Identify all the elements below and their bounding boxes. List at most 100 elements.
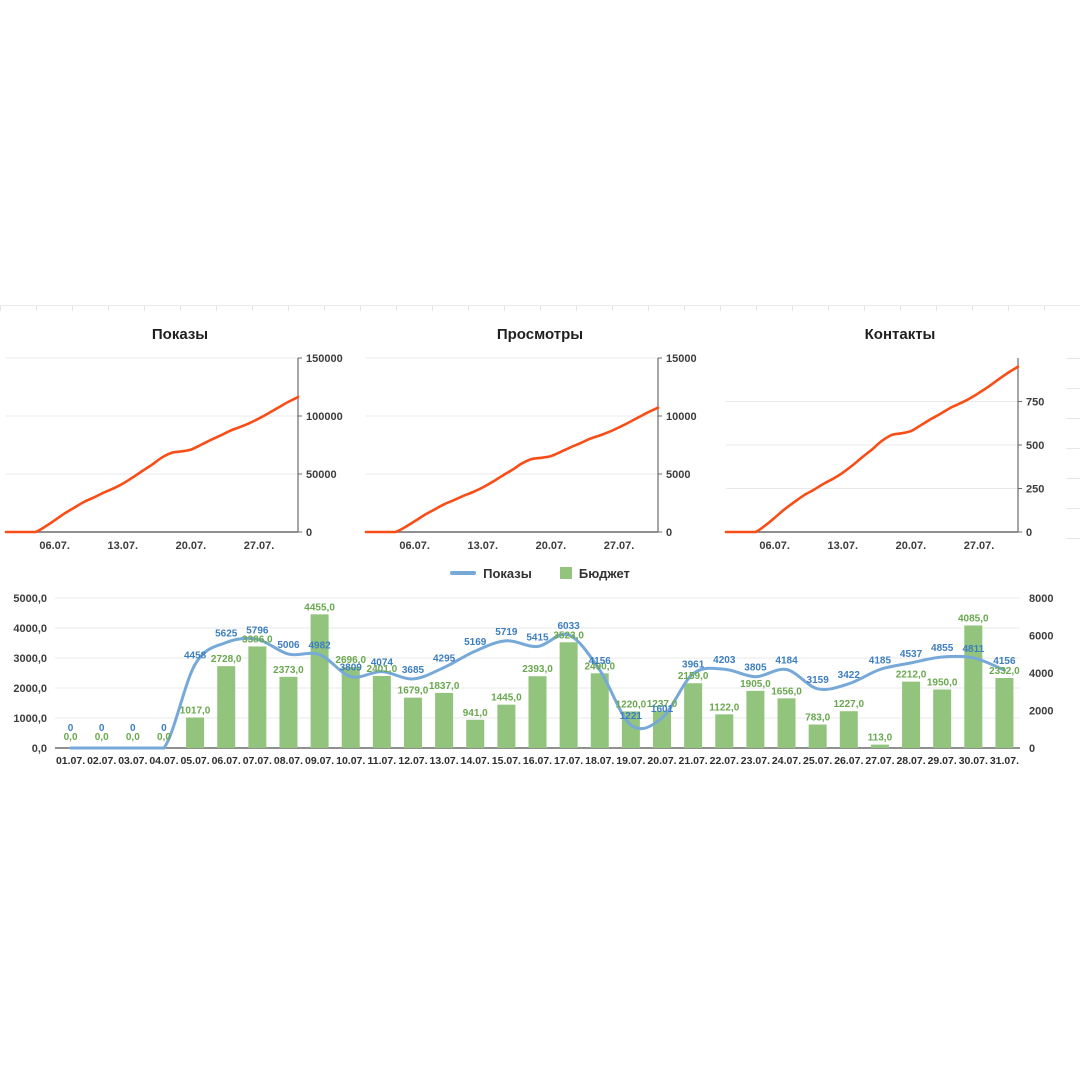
svg-text:4085,0: 4085,0 bbox=[958, 613, 989, 624]
svg-text:20.07.: 20.07. bbox=[176, 540, 207, 552]
svg-text:1905,0: 1905,0 bbox=[740, 679, 771, 690]
svg-text:4156: 4156 bbox=[993, 656, 1016, 667]
svg-text:13.07.: 13.07. bbox=[430, 755, 459, 767]
svg-text:13.07.: 13.07. bbox=[108, 540, 139, 552]
svg-text:19.07.: 19.07. bbox=[616, 755, 645, 767]
svg-text:07.07.: 07.07. bbox=[243, 755, 272, 767]
svg-text:15.07.: 15.07. bbox=[492, 755, 521, 767]
bar-series-marker-icon bbox=[559, 567, 572, 579]
svg-text:0: 0 bbox=[130, 723, 136, 734]
svg-text:3685: 3685 bbox=[402, 665, 425, 676]
svg-text:4156: 4156 bbox=[589, 656, 612, 667]
svg-text:05.07.: 05.07. bbox=[180, 755, 209, 767]
svg-text:27.07.: 27.07. bbox=[865, 755, 894, 767]
svg-text:13.07.: 13.07. bbox=[828, 540, 859, 552]
svg-text:0,0: 0,0 bbox=[32, 743, 47, 755]
svg-text:4537: 4537 bbox=[900, 649, 923, 660]
svg-text:24.07.: 24.07. bbox=[772, 755, 801, 767]
svg-text:5169: 5169 bbox=[464, 637, 487, 648]
svg-text:2212,0: 2212,0 bbox=[896, 670, 927, 681]
svg-text:2393,0: 2393,0 bbox=[522, 664, 553, 675]
svg-text:27.07.: 27.07. bbox=[604, 540, 635, 552]
daily-combo-chart: Показы Бюджет 0,0 1000,0 2000,0 3000,0 4000,… bbox=[0, 558, 1080, 778]
svg-text:1122,0: 1122,0 bbox=[709, 702, 739, 713]
svg-text:0: 0 bbox=[1029, 743, 1035, 755]
svg-text:0,0: 0,0 bbox=[95, 732, 109, 743]
svg-text:17.07.: 17.07. bbox=[554, 755, 583, 767]
svg-text:3159: 3159 bbox=[807, 675, 830, 686]
svg-text:5796: 5796 bbox=[246, 625, 269, 636]
svg-text:8000: 8000 bbox=[1029, 593, 1053, 605]
svg-text:20.07.: 20.07. bbox=[647, 755, 676, 767]
svg-text:113,0: 113,0 bbox=[868, 733, 893, 744]
svg-text:6000: 6000 bbox=[1029, 631, 1053, 643]
svg-text:0: 0 bbox=[306, 527, 312, 539]
svg-text:783,0: 783,0 bbox=[805, 713, 830, 724]
svg-text:20.07.: 20.07. bbox=[536, 540, 567, 552]
svg-text:06.07.: 06.07. bbox=[39, 540, 70, 552]
svg-text:5625: 5625 bbox=[215, 629, 238, 640]
svg-text:5000,0: 5000,0 bbox=[13, 593, 47, 605]
svg-text:3961: 3961 bbox=[682, 660, 705, 671]
summary-charts-row: Показы 0 50000 100000 150000 06.07. 13.07. 20.… bbox=[0, 322, 1080, 562]
svg-text:1601: 1601 bbox=[651, 704, 674, 715]
svg-text:28.07.: 28.07. bbox=[896, 755, 925, 767]
svg-text:1679,0: 1679,0 bbox=[398, 686, 429, 697]
chart-views-canvas: 0 5000 10000 15000 06.07. 13.07. 20.07. 27.07. bbox=[364, 353, 697, 552]
svg-text:1837,0: 1837,0 bbox=[429, 681, 460, 692]
svg-text:1227,0: 1227,0 bbox=[833, 699, 864, 710]
svg-text:4000,0: 4000,0 bbox=[13, 623, 47, 635]
svg-text:0: 0 bbox=[1026, 527, 1032, 539]
svg-text:09.07.: 09.07. bbox=[305, 755, 334, 767]
svg-text:4074: 4074 bbox=[371, 658, 394, 669]
svg-text:02.07.: 02.07. bbox=[87, 755, 116, 767]
svg-text:22.07.: 22.07. bbox=[710, 755, 739, 767]
svg-text:2000,0: 2000,0 bbox=[13, 683, 47, 695]
chart-impressions: Показы 0 50000 100000 150000 06.07. 13.07. 20.… bbox=[0, 322, 360, 562]
svg-text:23.07.: 23.07. bbox=[741, 755, 770, 767]
svg-text:13.07.: 13.07. bbox=[468, 540, 499, 552]
svg-text:3523,0: 3523,0 bbox=[553, 630, 584, 641]
svg-text:3386,0: 3386,0 bbox=[242, 634, 273, 645]
svg-text:31.07.: 31.07. bbox=[990, 755, 1019, 767]
svg-text:1000,0: 1000,0 bbox=[13, 713, 47, 725]
svg-text:25.07.: 25.07. bbox=[803, 755, 832, 767]
svg-text:5719: 5719 bbox=[495, 627, 518, 638]
legend-label-budget: Бюджет bbox=[578, 565, 630, 581]
svg-text:10000: 10000 bbox=[666, 411, 697, 423]
legend-label-impressions: Показы bbox=[483, 565, 532, 581]
svg-text:4185: 4185 bbox=[869, 656, 892, 667]
svg-text:1017,0: 1017,0 bbox=[180, 705, 211, 716]
svg-text:4295: 4295 bbox=[433, 653, 456, 664]
svg-text:50000: 50000 bbox=[306, 469, 337, 481]
svg-text:3000,0: 3000,0 bbox=[13, 653, 47, 665]
svg-text:0: 0 bbox=[666, 527, 672, 539]
svg-text:5000: 5000 bbox=[666, 469, 690, 481]
daily-combo-canvas: 0,0 1000,0 2000,0 3000,0 4000,0 5000,0 0 2000 40… bbox=[13, 593, 1053, 767]
svg-text:06.07.: 06.07. bbox=[399, 540, 430, 552]
svg-text:5415: 5415 bbox=[526, 632, 549, 643]
svg-text:4000: 4000 bbox=[1029, 668, 1053, 680]
svg-text:2490,0: 2490,0 bbox=[584, 661, 615, 672]
svg-text:2728,0: 2728,0 bbox=[211, 654, 242, 665]
svg-text:03.07.: 03.07. bbox=[118, 755, 147, 767]
combo-legend: Показы Бюджет bbox=[0, 558, 1080, 588]
svg-text:0,0: 0,0 bbox=[64, 732, 78, 743]
svg-text:04.07.: 04.07. bbox=[149, 755, 178, 767]
svg-text:100000: 100000 bbox=[306, 411, 343, 423]
svg-text:4811: 4811 bbox=[962, 644, 984, 655]
legend-item-impressions: Показы bbox=[450, 566, 532, 581]
svg-text:150000: 150000 bbox=[306, 353, 343, 365]
svg-text:30.07.: 30.07. bbox=[959, 755, 988, 767]
svg-text:14.07.: 14.07. bbox=[461, 755, 490, 767]
svg-text:0: 0 bbox=[161, 723, 167, 734]
svg-text:500: 500 bbox=[1026, 440, 1044, 452]
svg-text:2159,0: 2159,0 bbox=[678, 671, 709, 682]
svg-text:10.07.: 10.07. bbox=[336, 755, 365, 767]
svg-text:15000: 15000 bbox=[666, 353, 697, 365]
svg-text:0,0: 0,0 bbox=[157, 732, 171, 743]
svg-text:16.07.: 16.07. bbox=[523, 755, 552, 767]
svg-text:1445,0: 1445,0 bbox=[491, 693, 522, 704]
svg-text:4184: 4184 bbox=[775, 656, 798, 667]
